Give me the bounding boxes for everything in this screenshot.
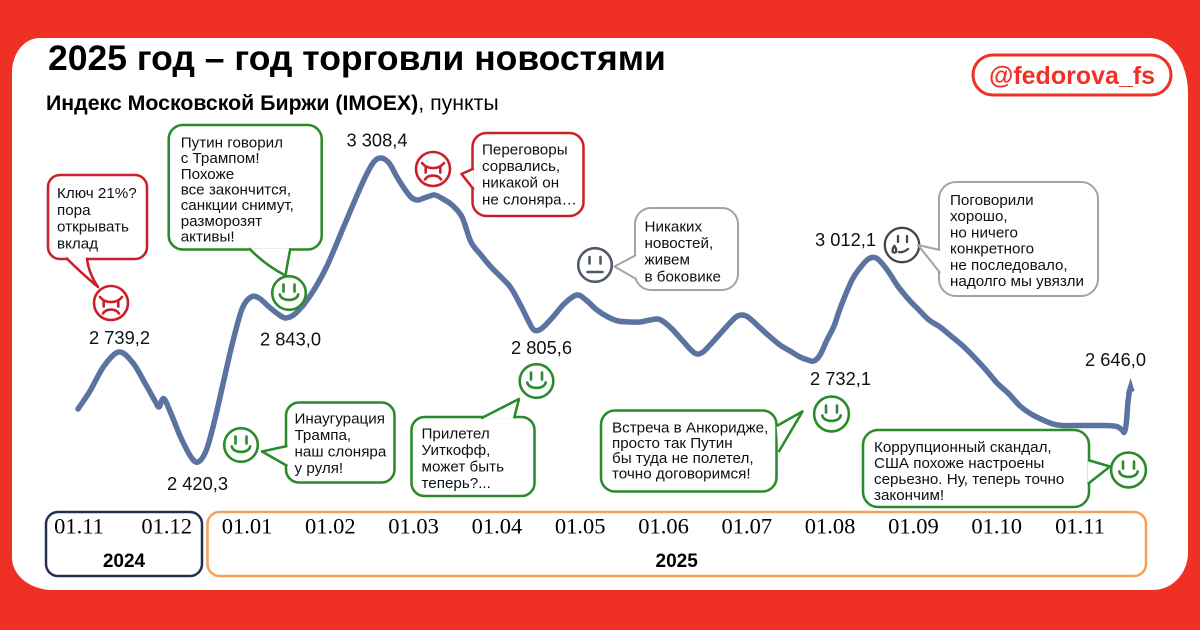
svg-text:2025: 2025 xyxy=(656,551,699,572)
svg-text:01.08: 01.08 xyxy=(805,514,856,539)
svg-text:01.12: 01.12 xyxy=(141,514,192,539)
svg-text:Индекс Московской Биржи (IMOEX: Индекс Московской Биржи (IMOEX), пункты xyxy=(46,91,499,115)
svg-text:2 805,6: 2 805,6 xyxy=(511,337,572,358)
svg-text:01.05: 01.05 xyxy=(555,514,606,539)
svg-text:Встреча в Анкоридже,просто так: Встреча в Анкоридже, просто так Путин бы т… xyxy=(612,419,768,482)
svg-text:01.09: 01.09 xyxy=(888,514,939,539)
svg-text:01.04: 01.04 xyxy=(472,514,523,539)
svg-text:3 308,4: 3 308,4 xyxy=(347,130,408,151)
svg-text:01.03: 01.03 xyxy=(388,514,439,539)
svg-text:3 012,1: 3 012,1 xyxy=(815,229,876,250)
svg-text:2 739,2: 2 739,2 xyxy=(89,327,150,348)
svg-text:01.10: 01.10 xyxy=(971,514,1022,539)
svg-text:01.06: 01.06 xyxy=(638,514,689,539)
svg-text:Коррупционный скандал,США похо: Коррупционный скандал, США похоже настрое… xyxy=(874,439,1064,504)
svg-text:2 843,0: 2 843,0 xyxy=(260,329,321,350)
svg-text:01.11: 01.11 xyxy=(54,514,104,539)
svg-text:01.07: 01.07 xyxy=(721,514,772,539)
svg-text:2 646,0: 2 646,0 xyxy=(1085,349,1146,370)
svg-text:2 420,3: 2 420,3 xyxy=(167,473,228,494)
svg-text:01.01: 01.01 xyxy=(222,514,273,539)
svg-text:2024: 2024 xyxy=(103,551,146,572)
svg-text:@fedorova_fs: @fedorova_fs xyxy=(989,62,1155,90)
svg-text:2025 год – год торговли новост: 2025 год – год торговли новостями xyxy=(48,38,666,78)
svg-text:01.02: 01.02 xyxy=(305,514,356,539)
svg-text:2 732,1: 2 732,1 xyxy=(810,368,871,389)
svg-text:01.11: 01.11 xyxy=(1055,514,1105,539)
